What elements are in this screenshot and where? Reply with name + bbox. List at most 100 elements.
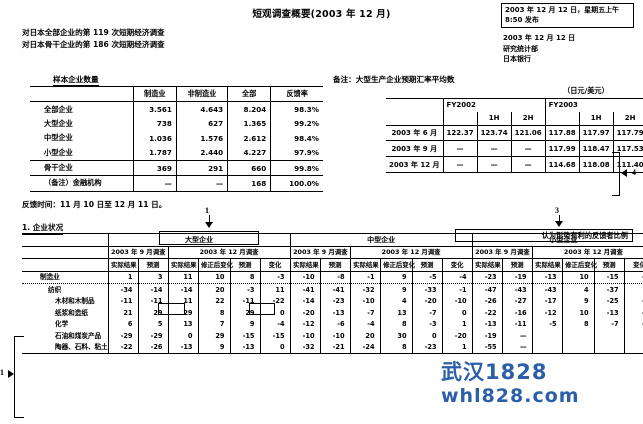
highlight-cell-large-dec-actual	[158, 303, 185, 315]
hdr-blank-corner-2	[22, 246, 108, 259]
cell-value: -8	[319, 271, 351, 284]
cell-value	[593, 330, 625, 342]
row-label: 大型企业	[44, 118, 73, 128]
cell-value: -1	[623, 307, 643, 319]
callout-stem-1	[209, 215, 210, 223]
cell-value: -11	[501, 318, 533, 330]
cell-value: -7	[411, 307, 443, 319]
cell-value: 97.9%	[270, 145, 323, 161]
cell-value: —	[501, 341, 533, 354]
cell-value: 6	[623, 283, 643, 296]
table-row: 2003 年 6 月 122.37 123.74 121.06 117.88 1…	[386, 125, 643, 141]
sample-col-all: 全部	[227, 85, 271, 103]
cell-value: -14	[167, 283, 198, 296]
sample-enterprise-count-table: 制造业 非制造业 全部 反馈率 全部企业 3.561 4.643 8.204 9…	[30, 85, 323, 192]
table-row: 全部企业 3.561 4.643 8.204 98.3%	[30, 101, 323, 117]
watermark-line-1: 武汉1828	[441, 360, 548, 384]
cell-value: -32	[349, 283, 381, 296]
cell-value: -55	[471, 341, 503, 354]
cell-value: 9	[197, 341, 230, 354]
cell-value: —	[442, 140, 478, 157]
cell-value: 8.204	[227, 101, 271, 117]
cell-value: -23	[471, 271, 503, 284]
cell-value: 100.0%	[270, 175, 323, 192]
medium-dec-forecast: 预测	[411, 258, 443, 272]
cell-value: -22	[259, 295, 291, 307]
cell-value: -14	[137, 283, 168, 296]
sample-col-nonmanufacturing: 非制造业	[175, 85, 228, 103]
group-medium-enterprises: 中型企业	[289, 233, 473, 247]
cell-value: 8	[379, 341, 413, 354]
callout-stem-3	[559, 215, 560, 222]
cell-value: 4	[561, 283, 595, 296]
table-row: 2003 年 12 月 — — — 114.68 118.08 111.40	[386, 156, 643, 173]
cell-value: —	[476, 140, 512, 157]
cell-value: -11	[107, 295, 138, 307]
small-survey-2003-12: 2003 年 12 月调查	[531, 246, 643, 259]
fx-blank-fy2003-full	[544, 111, 580, 126]
small-dec-change: 变化	[623, 258, 643, 272]
cell-value: -16	[501, 307, 533, 319]
cell-value: -19	[471, 330, 503, 342]
cell-value: -26	[471, 295, 503, 307]
row-label: 陶器、石料、粘土	[22, 341, 108, 354]
cell-value: 29	[137, 307, 168, 319]
row-label: 化学	[55, 320, 69, 328]
cell-value: -25	[593, 295, 625, 307]
medium-dec-actual: 实际结果	[349, 258, 381, 272]
cell-value: 10	[561, 271, 595, 284]
medium-sep-forecast: 预测	[319, 258, 351, 272]
medium-survey-2003-12: 2003 年 12 月调查	[349, 246, 473, 259]
cell-value: 121.06	[510, 125, 546, 141]
cell-value: 99.8%	[270, 159, 323, 176]
cell-value: 291	[175, 159, 228, 176]
small-dec-forecast: 预测	[593, 258, 625, 272]
cell-value: -29	[137, 330, 168, 342]
cell-value: 3.561	[132, 101, 177, 117]
cell-value: -14	[289, 295, 321, 307]
business-conditions-table: 大型企业 中型企业 小型企业 2003 年 9 月调查 2003 年 12 月调…	[22, 233, 643, 354]
cell-value: 0	[411, 330, 443, 342]
cell-value: -13	[229, 341, 260, 354]
callout-number-1: 1	[205, 206, 209, 215]
table-row: 中型企业 1.036 1.576 2.612 98.4%	[30, 131, 323, 146]
cell-value: -3	[411, 318, 443, 330]
table-row: （备注）金融机构 — — 168 100.0%	[30, 175, 323, 192]
table-header-row: 制造业 非制造业 全部 反馈率	[30, 85, 323, 103]
watermark: 武汉1828 whl828.com	[441, 360, 580, 408]
cell-value: -10	[289, 271, 321, 284]
cell-value: 5	[137, 318, 168, 330]
cell-value: 117.99	[544, 140, 580, 157]
cell-value: 29	[167, 307, 198, 319]
cell-value: —	[510, 140, 546, 157]
large-sep-actual: 实际结果	[107, 258, 138, 272]
size-group-header-row: 大型企业 中型企业 小型企业	[22, 233, 643, 247]
survey-subtitle: 对日本全部企业的第 119 次短期经济调查 对日本骨干企业的第 186 次短期经…	[22, 27, 165, 50]
cell-value: -6	[319, 318, 351, 330]
feedback-period-note: 反馈时间：11 月 10 日至 12 月 11 日。	[22, 200, 167, 209]
cell-value: 8	[229, 271, 260, 284]
cell-value: -1	[349, 271, 381, 284]
callout-arrow-right-icon	[8, 370, 14, 378]
row-label: 纸浆和造纸	[55, 308, 88, 317]
cell-value: -23	[411, 341, 443, 354]
row-label: 石油和煤炭产品	[55, 331, 102, 340]
expected-exchange-rate-table: FY2002 FY2003 1H 2H 1H 2H 2003 年 6 月 122…	[386, 97, 643, 173]
cell-value: 0	[441, 307, 473, 319]
cell-value: 118.08	[578, 156, 614, 173]
cell-value: -4	[441, 271, 473, 284]
large-sep-forecast: 预测	[137, 258, 168, 272]
cell-value: 8	[379, 318, 413, 330]
medium-dec-revised-change: 修正后变化	[379, 258, 415, 272]
cell-value: 6	[107, 318, 138, 330]
cell-value: 117.53	[612, 140, 643, 157]
table-row: 制造业 1 3 11 10 8 -3 -10 -8 -1 9 -5 -4 -23…	[22, 271, 643, 284]
fx-group-fy2003: FY2003	[544, 97, 643, 112]
row-label: 纺织	[48, 285, 62, 294]
fx-unit-label: （日元/美元）	[563, 86, 609, 95]
cell-value: 7	[197, 318, 230, 330]
table-row: 2003 年 9 月 — — — 117.99 118.47 117.53	[386, 140, 643, 157]
cell-value: -1	[441, 283, 473, 296]
cell-value: -34	[107, 283, 138, 296]
cell-value: 4.227	[227, 145, 271, 161]
